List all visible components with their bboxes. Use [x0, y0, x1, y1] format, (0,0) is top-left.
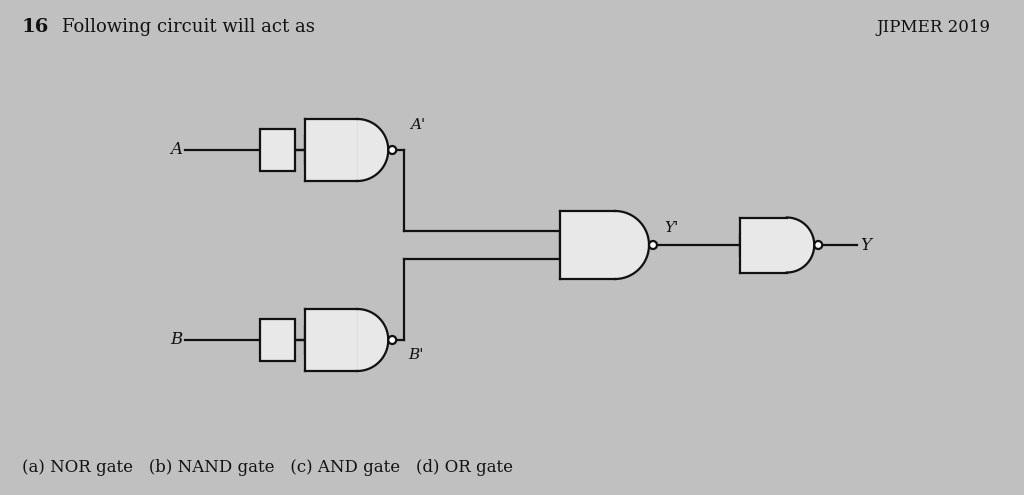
Bar [260, 319, 295, 361]
Circle shape [814, 241, 822, 249]
Text: A: A [170, 142, 182, 158]
Text: Y': Y' [664, 221, 678, 235]
Circle shape [388, 336, 396, 344]
Text: B: B [170, 332, 182, 348]
Circle shape [388, 146, 396, 154]
Wedge shape [786, 217, 814, 273]
Bar [560, 211, 615, 279]
Bar [260, 129, 295, 171]
Text: (a) NOR gate   (b) NAND gate   (c) AND gate   (d) OR gate: (a) NOR gate (b) NAND gate (c) AND gate … [22, 458, 513, 476]
Wedge shape [357, 309, 388, 371]
Text: Following circuit will act as: Following circuit will act as [62, 18, 314, 36]
Text: B': B' [409, 348, 424, 362]
Bar [305, 119, 357, 181]
Circle shape [649, 241, 657, 249]
Text: A': A' [411, 118, 426, 132]
Bar [740, 217, 786, 273]
Bar [305, 309, 357, 371]
Text: Y: Y [860, 237, 871, 253]
Wedge shape [615, 211, 649, 279]
Text: 16: 16 [22, 18, 49, 36]
Wedge shape [357, 119, 388, 181]
Text: JIPMER 2019: JIPMER 2019 [876, 18, 990, 36]
